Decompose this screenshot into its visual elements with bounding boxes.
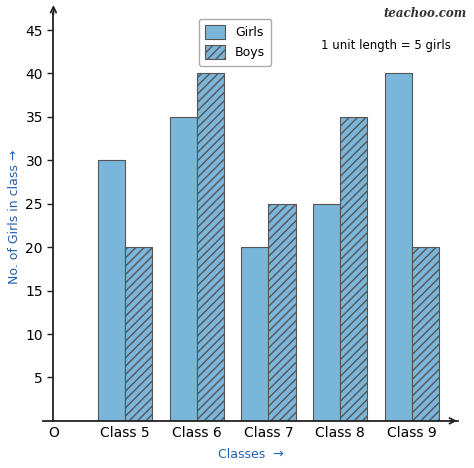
Bar: [313, 204, 340, 421]
Bar: [268, 204, 296, 421]
Bar: [125, 247, 152, 421]
Bar: [170, 117, 197, 421]
Bar: [384, 73, 412, 421]
Bar: [412, 247, 439, 421]
Y-axis label: No. of Girls in class →: No. of Girls in class →: [8, 150, 21, 284]
Bar: [340, 117, 367, 421]
Text: teachoo.com: teachoo.com: [384, 7, 467, 20]
X-axis label: Classes  →: Classes →: [218, 448, 283, 461]
Legend: Girls, Boys: Girls, Boys: [199, 19, 271, 66]
Bar: [98, 161, 125, 421]
Bar: [197, 73, 224, 421]
Bar: [241, 247, 268, 421]
Text: 1 unit length = 5 girls: 1 unit length = 5 girls: [321, 39, 451, 52]
